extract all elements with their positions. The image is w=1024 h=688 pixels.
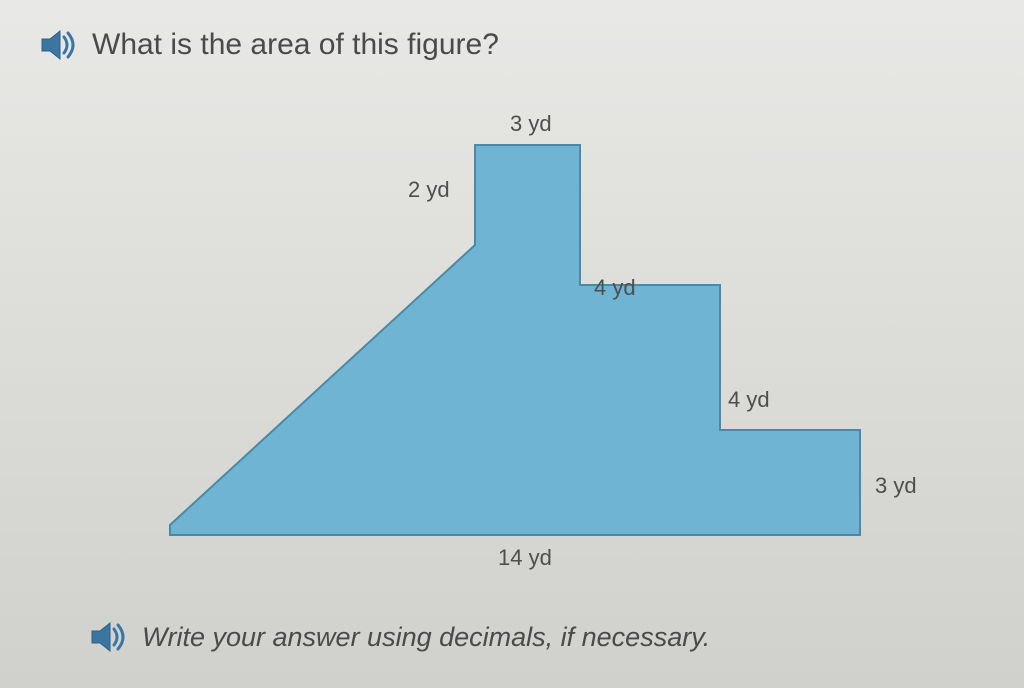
instruction-line: Write your answer using decimals, if nec… xyxy=(90,620,710,654)
speaker-icon[interactable] xyxy=(40,28,80,62)
figure-area: 3 yd 2 yd 4 yd 4 yd 3 yd 14 yd xyxy=(140,95,920,575)
instruction-text: Write your answer using decimals, if nec… xyxy=(142,622,710,653)
page-root: What is the area of this figure? 3 yd 2 … xyxy=(0,0,1024,688)
question-line: What is the area of this figure? xyxy=(40,28,499,62)
dim-label-right-mid: 4 yd xyxy=(728,387,770,413)
figure-polygon xyxy=(170,145,860,535)
dim-label-bottom: 14 yd xyxy=(498,545,552,571)
dim-label-left-upper: 2 yd xyxy=(408,177,450,203)
question-text: What is the area of this figure? xyxy=(92,28,499,62)
composite-figure xyxy=(140,95,920,575)
dim-label-right-upper: 4 yd xyxy=(594,275,636,301)
dim-label-right-lower: 3 yd xyxy=(875,473,917,499)
dim-label-top: 3 yd xyxy=(510,111,552,137)
speaker-icon[interactable] xyxy=(90,620,130,654)
